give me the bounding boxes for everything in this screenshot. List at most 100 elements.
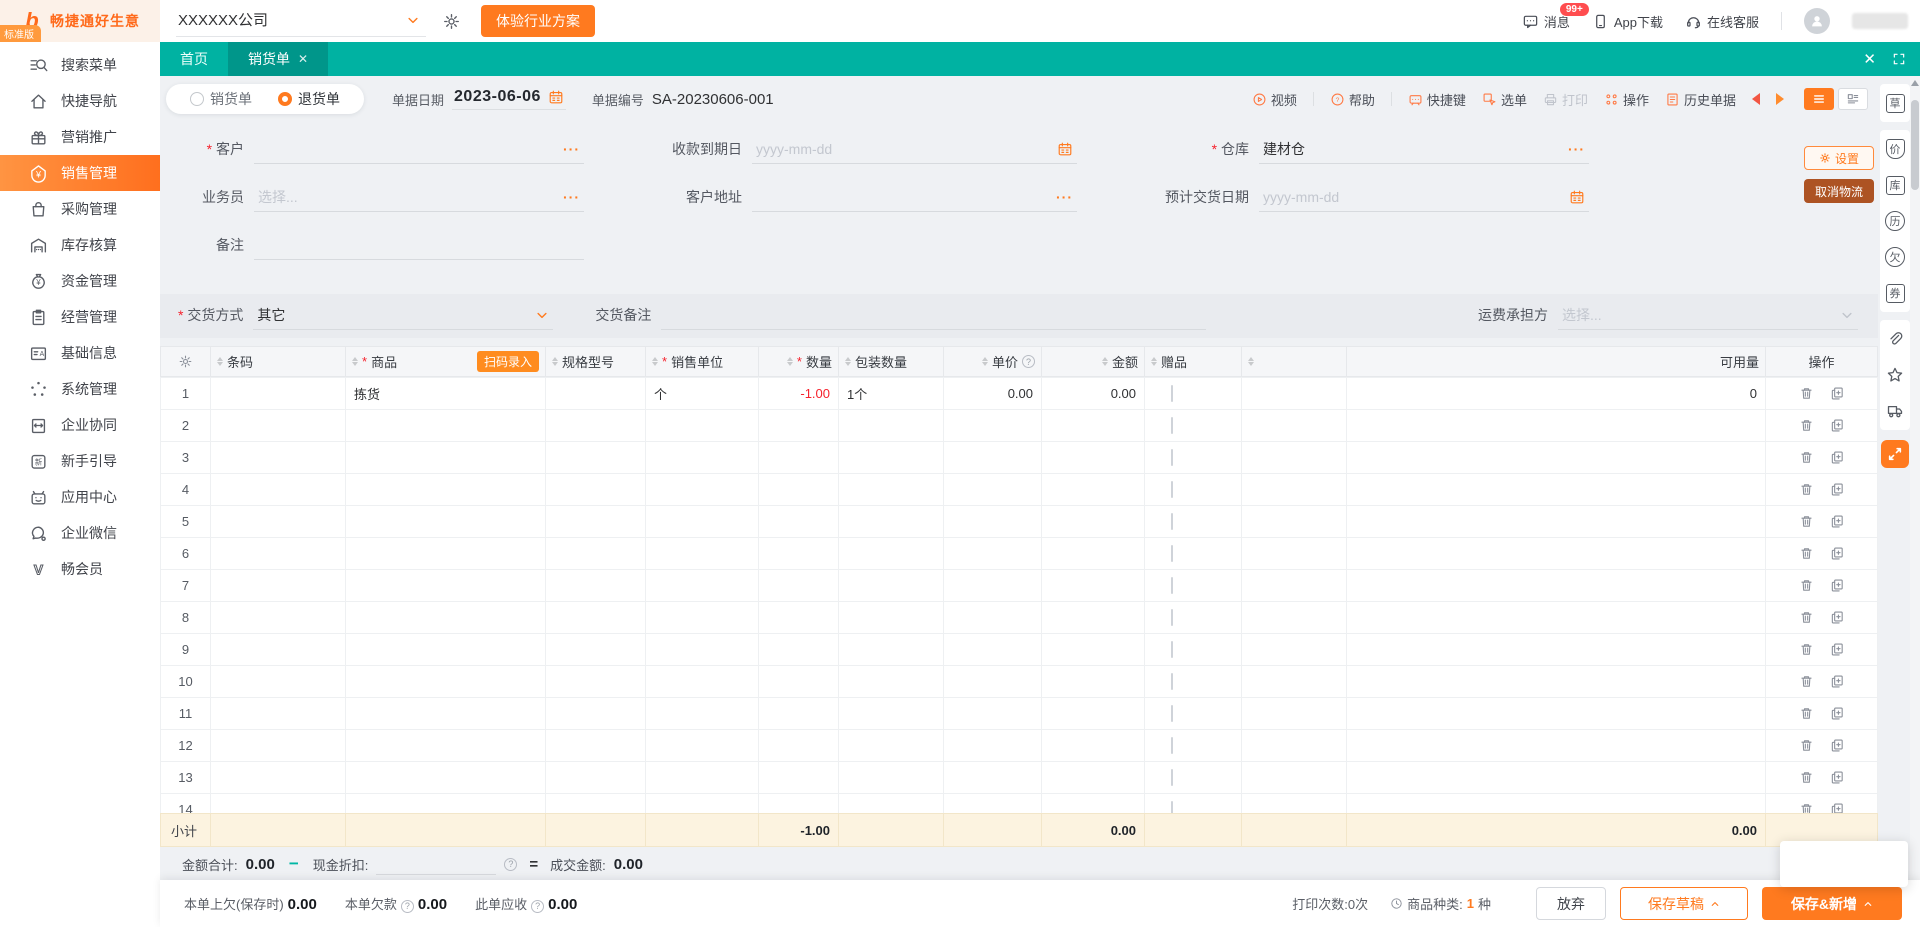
expand-icon[interactable] (1881, 440, 1909, 468)
cell-available[interactable] (1346, 601, 1766, 634)
cell-amount[interactable] (1041, 729, 1145, 762)
cell-unit[interactable] (645, 729, 759, 762)
sidebar-item-marketing[interactable]: 营销推广 (0, 119, 160, 155)
column-pack[interactable]: 包装数量 (838, 346, 944, 377)
copy-row-icon[interactable] (1830, 418, 1845, 433)
gift-checkbox[interactable] (1171, 769, 1173, 786)
gear-icon[interactable] (178, 354, 193, 369)
save-draft-button[interactable]: 保存草稿 (1620, 887, 1748, 920)
cell-pack[interactable] (838, 601, 944, 634)
cell-pack[interactable]: 1个 (838, 377, 944, 410)
cell-extra[interactable] (1241, 665, 1347, 698)
cell-qty[interactable] (758, 601, 839, 634)
more-icon[interactable]: ··· (1056, 188, 1073, 205)
cell-extra[interactable] (1241, 537, 1347, 570)
cell-pack[interactable] (838, 505, 944, 538)
history-circle-icon[interactable]: 历 (1884, 210, 1906, 232)
sidebar-item-enterprise-wechat[interactable]: 企业微信 (0, 515, 160, 551)
copy-row-icon[interactable] (1830, 770, 1845, 785)
cell-spec[interactable] (545, 473, 646, 506)
logistics-truck-icon[interactable] (1884, 400, 1906, 422)
delete-row-icon[interactable] (1799, 770, 1814, 785)
close-all-icon[interactable]: ✕ (1863, 51, 1876, 68)
cell-pack[interactable] (838, 633, 944, 666)
copy-row-icon[interactable] (1830, 738, 1845, 753)
more-icon[interactable]: ··· (563, 188, 580, 205)
salesman-input[interactable]: 选择... ··· (254, 184, 584, 212)
stock-box-icon[interactable]: 库 (1884, 174, 1906, 196)
cell-price[interactable] (943, 409, 1042, 442)
delete-row-icon[interactable] (1799, 546, 1814, 561)
cell-price[interactable] (943, 601, 1042, 634)
cell-barcode[interactable] (210, 537, 346, 570)
warehouse-input[interactable]: 建材仓 ··· (1259, 136, 1589, 164)
sort-icon[interactable] (217, 357, 223, 366)
sidebar-item-enterprise-collab[interactable]: 企业协同 (0, 407, 160, 443)
cell-spec[interactable] (545, 505, 646, 538)
calendar-icon[interactable] (1057, 141, 1073, 157)
cell-qty[interactable] (758, 761, 839, 794)
copy-row-icon[interactable] (1830, 610, 1845, 625)
cell-pack[interactable] (838, 729, 944, 762)
gift-checkbox[interactable] (1171, 513, 1173, 530)
delete-row-icon[interactable] (1799, 610, 1814, 625)
cell-spec[interactable] (545, 697, 646, 730)
sort-icon[interactable] (845, 357, 851, 366)
more-icon[interactable]: ··· (1568, 140, 1585, 157)
cell-product[interactable] (345, 537, 546, 570)
cell-qty[interactable] (758, 537, 839, 570)
cell-pack[interactable] (838, 569, 944, 602)
save-and-new-button[interactable]: 保存&新增 (1762, 887, 1902, 920)
sidebar-item-purchase-management[interactable]: 采购管理 (0, 191, 160, 227)
tab-home[interactable]: 首页 (160, 42, 228, 76)
next-doc-icon[interactable] (1776, 93, 1784, 105)
cell-spec[interactable] (545, 761, 646, 794)
cell-spec[interactable] (545, 601, 646, 634)
company-selector[interactable]: XXXXXX公司 (176, 5, 426, 37)
remark-input[interactable] (254, 232, 584, 260)
cash-discount-input[interactable] (376, 853, 497, 875)
app-download-button[interactable]: App下载 (1592, 12, 1663, 31)
operations-button[interactable]: 操作 (1604, 90, 1649, 109)
cell-product[interactable] (345, 601, 546, 634)
cell-product[interactable] (345, 793, 546, 813)
sidebar-item-system-management[interactable]: 系统管理 (0, 371, 160, 407)
copy-row-icon[interactable] (1830, 450, 1845, 465)
cell-pack[interactable] (838, 537, 944, 570)
cell-product[interactable] (345, 505, 546, 538)
cell-extra[interactable] (1241, 569, 1347, 602)
cell-available[interactable] (1346, 793, 1766, 813)
cell-barcode[interactable] (210, 409, 346, 442)
cell-product[interactable] (345, 697, 546, 730)
cell-unit[interactable]: 个 (645, 377, 759, 410)
cell-spec[interactable] (545, 633, 646, 666)
cell-pack[interactable] (838, 409, 944, 442)
cell-barcode[interactable] (210, 569, 346, 602)
cell-qty[interactable] (758, 665, 839, 698)
copy-row-icon[interactable] (1830, 546, 1845, 561)
column-unit[interactable]: * 销售单位 (645, 346, 759, 377)
cell-available[interactable] (1346, 697, 1766, 730)
settings-button[interactable]: 设置 (1804, 146, 1874, 170)
cell-spec[interactable] (545, 377, 646, 410)
gift-checkbox[interactable] (1171, 449, 1173, 466)
cell-product[interactable] (345, 665, 546, 698)
address-input[interactable]: ··· (752, 184, 1077, 212)
attachment-icon[interactable] (1884, 328, 1906, 350)
cell-amount[interactable] (1041, 761, 1145, 794)
cell-available[interactable] (1346, 409, 1766, 442)
cell-pack[interactable] (838, 761, 944, 794)
gift-checkbox[interactable] (1171, 673, 1173, 690)
copy-row-icon[interactable] (1830, 386, 1845, 401)
cell-price[interactable] (943, 761, 1042, 794)
cell-amount[interactable] (1041, 601, 1145, 634)
calendar-icon[interactable] (548, 89, 564, 105)
cell-product[interactable] (345, 729, 546, 762)
cell-amount[interactable] (1041, 665, 1145, 698)
cell-amount[interactable] (1041, 537, 1145, 570)
sidebar-item-search-menu[interactable]: 搜索菜单 (0, 47, 160, 83)
cell-available[interactable] (1346, 633, 1766, 666)
column-extra[interactable] (1241, 346, 1347, 377)
cell-extra[interactable] (1241, 761, 1347, 794)
cell-barcode[interactable] (210, 377, 346, 410)
